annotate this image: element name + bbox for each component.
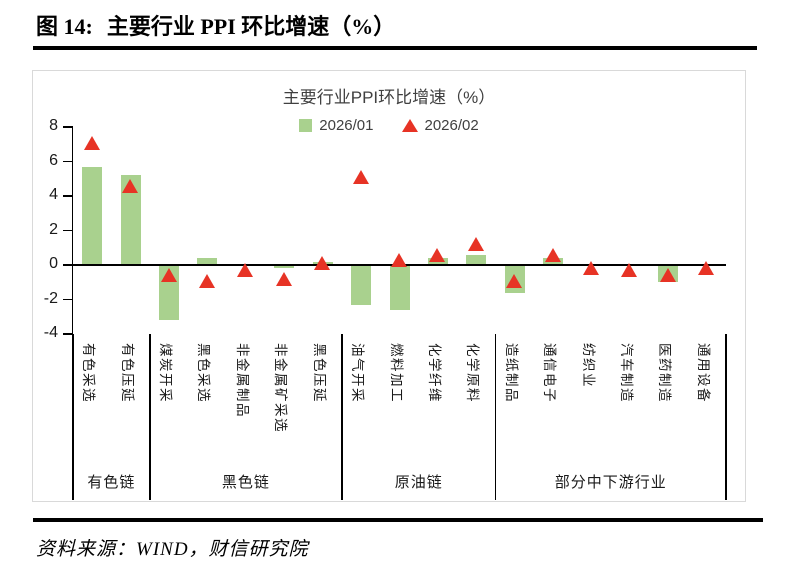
marker-2026/02: [275, 271, 292, 286]
bar-2026/01: [274, 265, 295, 269]
marker-2026/02: [621, 263, 638, 278]
y-tick-label: 8: [49, 117, 58, 134]
legend-label-feb: 2026/02: [424, 117, 479, 134]
bar-2026/01: [120, 175, 141, 265]
marker-2026/02: [237, 263, 254, 278]
category-label: 有色采选: [81, 343, 97, 403]
marker-2026/02: [506, 273, 523, 288]
group-separator: [341, 334, 343, 500]
figure-number-label: 图 14:: [36, 14, 93, 39]
marker-2026/02: [467, 237, 484, 252]
footer-rule: [33, 518, 763, 522]
category-label: 黑色压延: [311, 343, 327, 403]
category-label: 煤炭开采: [158, 343, 174, 403]
group-separator: [72, 334, 74, 500]
marker-2026/02: [698, 261, 715, 276]
y-tick-label: 4: [49, 186, 58, 203]
chart-frame: 主要行业PPI环比增速（%） 2026/01 2026/02 8 6 4 2 0 -2 -4…: [32, 70, 746, 502]
y-tick-label: 0: [49, 255, 58, 272]
category-label: 通用设备: [695, 343, 711, 403]
y-tick: [63, 264, 73, 266]
bar-2026/01: [197, 258, 218, 265]
bar-2026/01: [351, 265, 372, 305]
group-label: 原油链: [394, 474, 443, 491]
y-tick-label: -2: [43, 289, 58, 307]
legend-triangle-swatch-icon: [401, 119, 418, 132]
category-label: 有色压延: [119, 343, 135, 403]
figure-title: 主要行业 PPI 环比增速（%）: [106, 14, 396, 39]
category-label: 化学纤维: [426, 343, 442, 403]
category-label: 医药制造: [657, 343, 673, 403]
category-label: 黑色采选: [196, 343, 212, 403]
category-label: 燃料加工: [388, 343, 404, 403]
category-label: 通信电子: [542, 343, 558, 403]
group-separator: [149, 334, 151, 500]
y-tick: [63, 229, 73, 232]
y-tick-label: 6: [49, 151, 58, 169]
category-label: 纺织业: [580, 343, 596, 388]
category-label: 造纸制品: [503, 343, 519, 403]
group-label: 有色链: [87, 474, 136, 491]
category-label: 汽车制造: [618, 343, 634, 403]
y-tick: [63, 298, 73, 301]
category-label: 非金属制品: [234, 343, 250, 418]
legend-item-jan: 2026/01: [299, 117, 374, 134]
category-label: 非金属矿采选: [273, 343, 289, 433]
y-tick-label: -4: [43, 324, 58, 341]
chart-title: 主要行业PPI环比增速（%）: [282, 88, 496, 107]
marker-2026/02: [429, 247, 446, 262]
bar-2026/01: [389, 265, 410, 310]
marker-2026/02: [352, 170, 369, 185]
header-rule: [33, 46, 757, 50]
y-tick: [63, 195, 73, 197]
chart-legend: 2026/01 2026/02: [33, 117, 745, 134]
legend-item-feb: 2026/02: [401, 117, 479, 134]
category-label: 油气开采: [350, 343, 366, 403]
marker-2026/02: [160, 268, 177, 283]
marker-2026/02: [122, 178, 139, 193]
figure-header: 图 14: 主要行业 PPI 环比增速（%）: [36, 9, 395, 41]
marker-2026/02: [583, 261, 600, 276]
y-tick: [63, 333, 73, 335]
marker-2026/02: [198, 273, 215, 288]
y-tick-label: 2: [49, 220, 58, 238]
y-tick: [63, 160, 73, 163]
marker-2026/02: [314, 256, 331, 271]
category-label: 化学原料: [465, 343, 481, 403]
marker-2026/02: [544, 247, 561, 262]
marker-2026/02: [391, 252, 407, 267]
y-tick: [63, 126, 73, 128]
group-separator: [494, 334, 497, 500]
marker-2026/02: [83, 135, 100, 150]
marker-2026/02: [659, 268, 676, 283]
source-note: 资料来源：WIND，财信研究院: [36, 539, 309, 560]
group-label: 黑色链: [221, 474, 270, 491]
legend-label-jan: 2026/01: [319, 117, 374, 134]
bar-2026/01: [466, 254, 487, 265]
group-label: 部分中下游行业: [554, 474, 667, 491]
bar-2026/01: [82, 166, 103, 265]
legend-bar-swatch-icon: [299, 119, 313, 132]
group-separator: [725, 334, 727, 500]
